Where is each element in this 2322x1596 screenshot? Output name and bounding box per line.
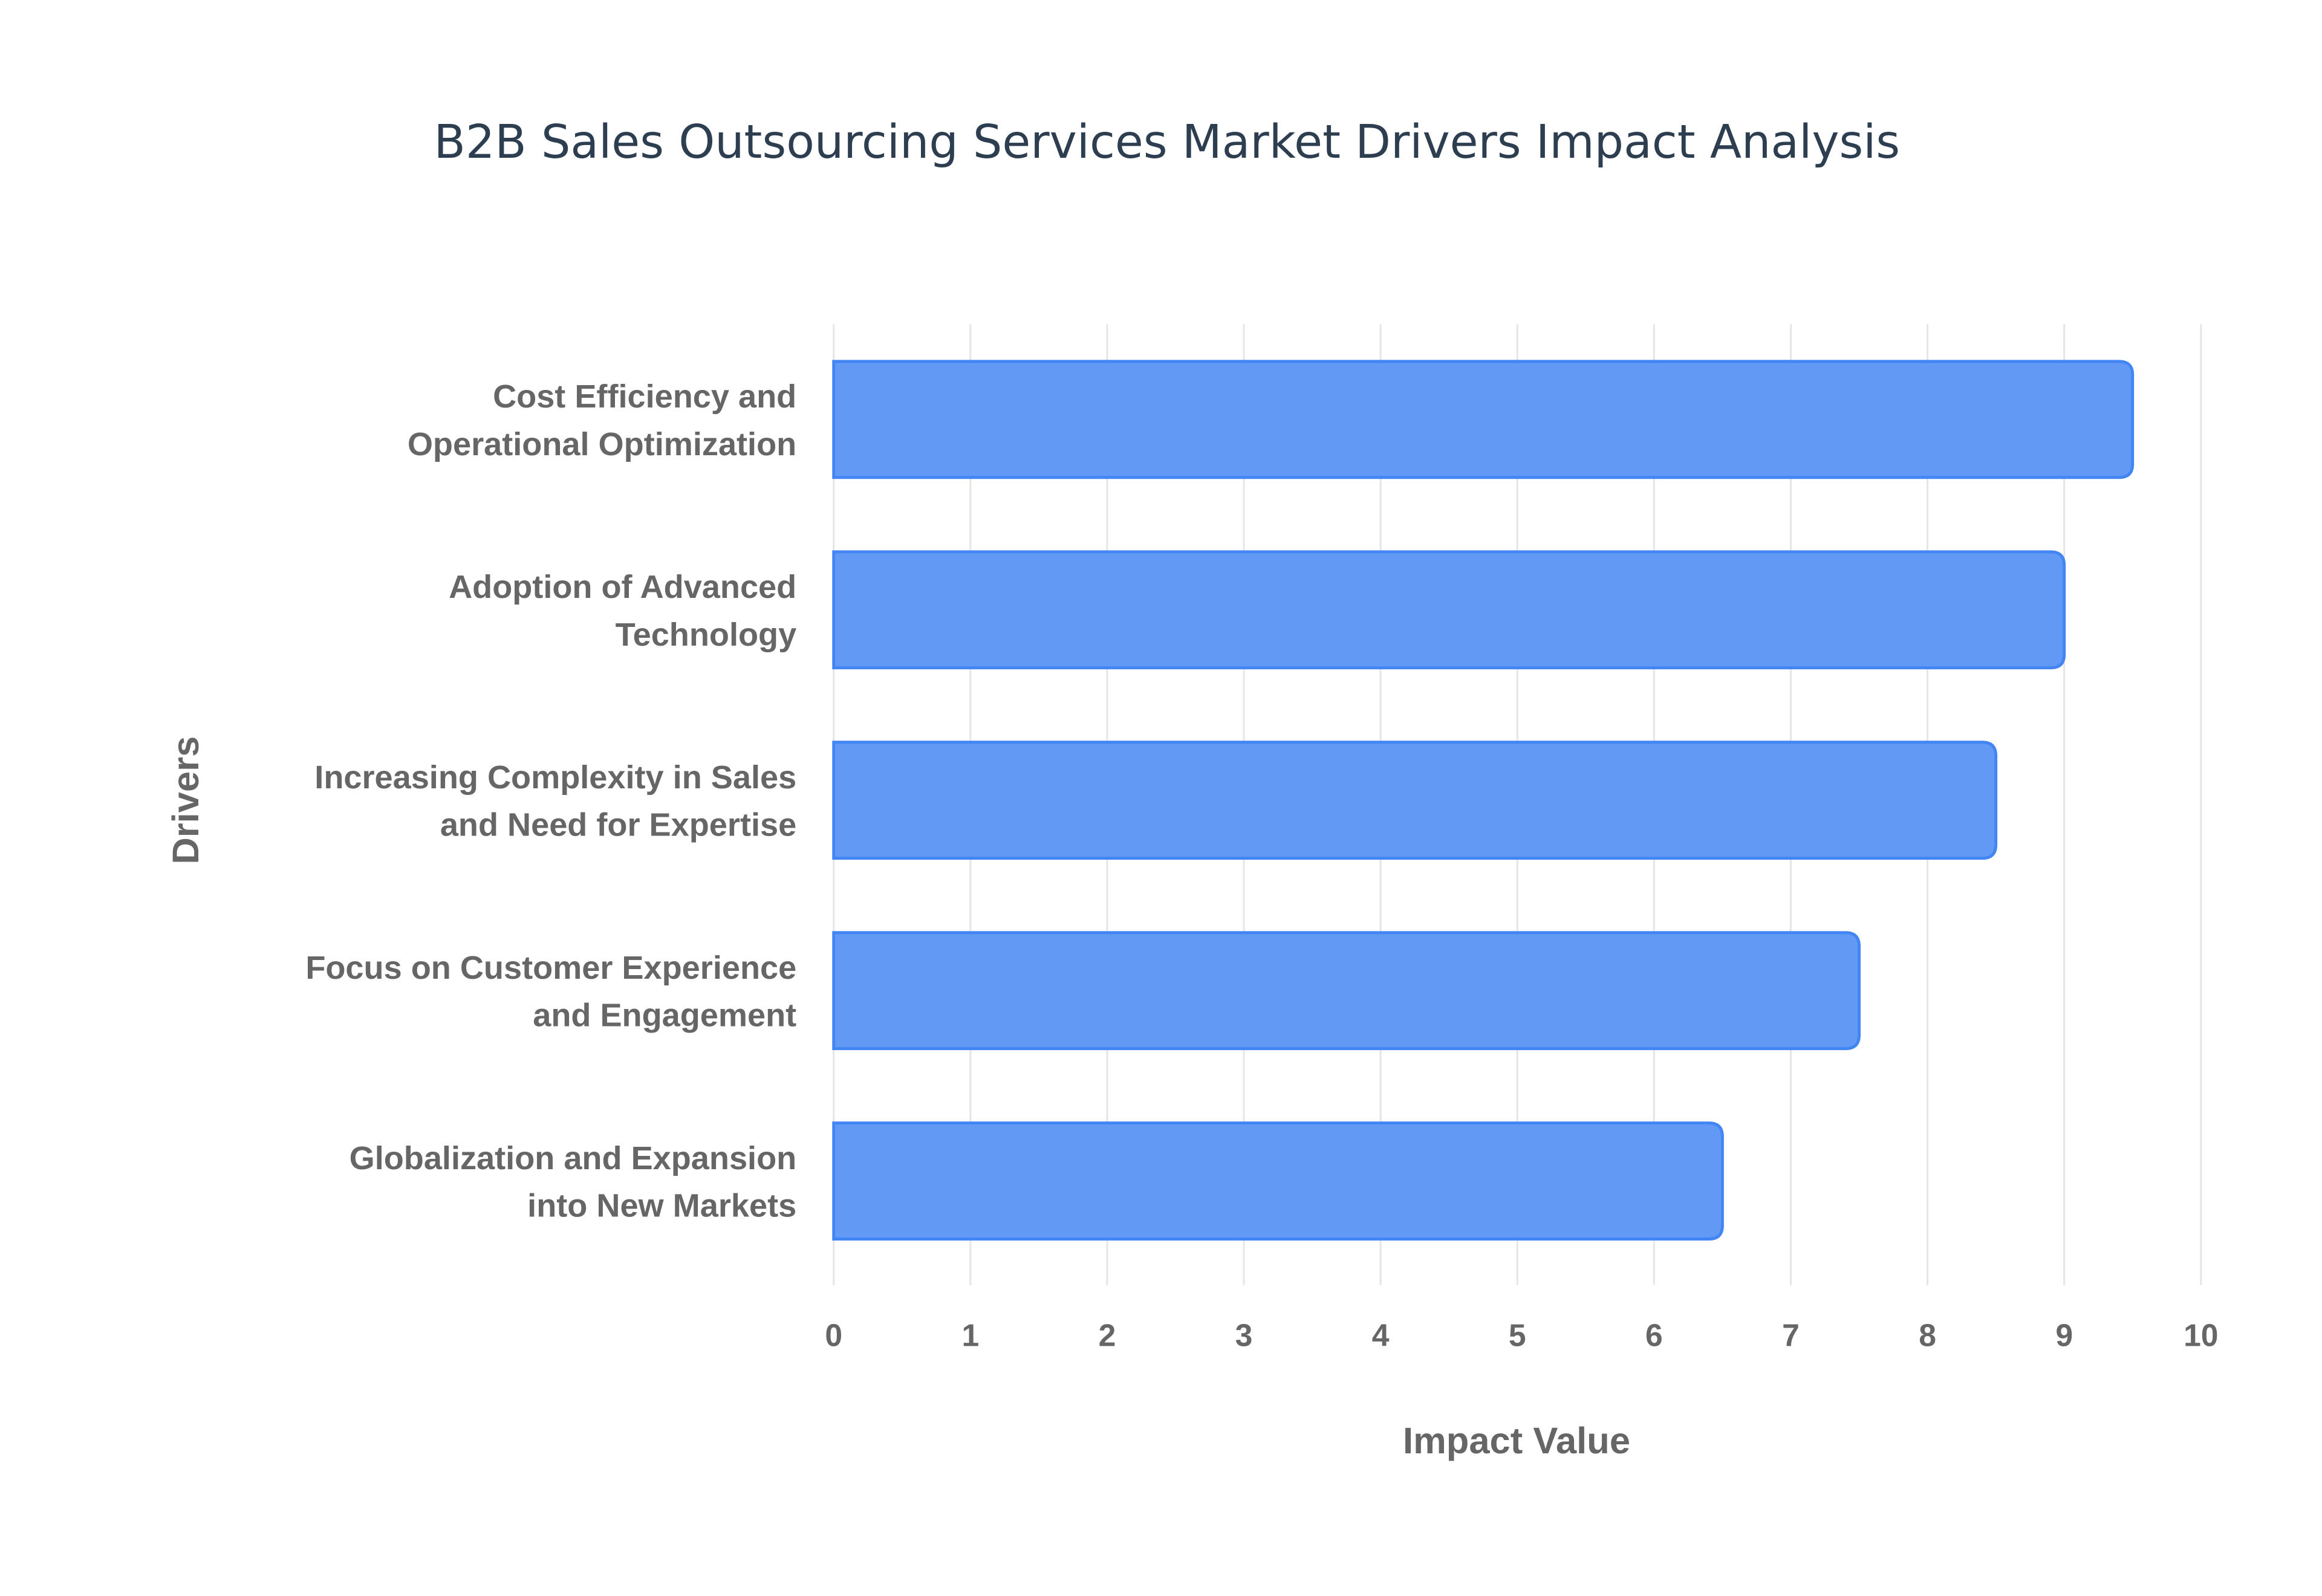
category-label: Cost Efficiency and Operational Optimizat…	[408, 378, 796, 462]
category-label: Focus on Customer Experience and Engageme…	[305, 950, 796, 1034]
category-label: Increasing Complexity in Sales and Need f…	[314, 759, 796, 843]
x-tick-label: 4	[1372, 1318, 1390, 1353]
x-tick-label: 5	[1509, 1318, 1526, 1353]
bar[interactable]	[832, 931, 1861, 1051]
y-axis-title: Drivers	[165, 736, 207, 864]
x-tick-labels: 0 1 2 3 4 5 6 7 8 9 10	[825, 1318, 2218, 1353]
x-tick-label: 2	[1099, 1318, 1116, 1353]
x-tick-label: 0	[825, 1318, 842, 1353]
chart-title: B2B Sales Outsourcing Services Market Dr…	[434, 115, 1901, 169]
bar[interactable]	[832, 550, 2066, 670]
bar[interactable]	[832, 1121, 1724, 1241]
category-label: Adoption of Advanced Technology	[449, 569, 796, 653]
x-axis-title: Impact Value	[1403, 1420, 1630, 1462]
x-tick-label: 9	[2055, 1318, 2073, 1353]
x-tick-label: 8	[1919, 1318, 1936, 1353]
bars	[832, 360, 2135, 1241]
x-tick-label: 3	[1235, 1318, 1253, 1353]
category-label: Globalization and Expansion into New Mark…	[350, 1140, 797, 1224]
x-tick-label: 7	[1782, 1318, 1800, 1353]
x-tick-label: 6	[1645, 1318, 1663, 1353]
bar[interactable]	[832, 360, 2135, 479]
x-tick-label: 1	[961, 1318, 979, 1353]
bar[interactable]	[832, 741, 1998, 860]
y-category-labels: Cost Efficiency and Operational Optimizat…	[305, 378, 796, 1224]
x-tick-label: 10	[2184, 1318, 2218, 1353]
